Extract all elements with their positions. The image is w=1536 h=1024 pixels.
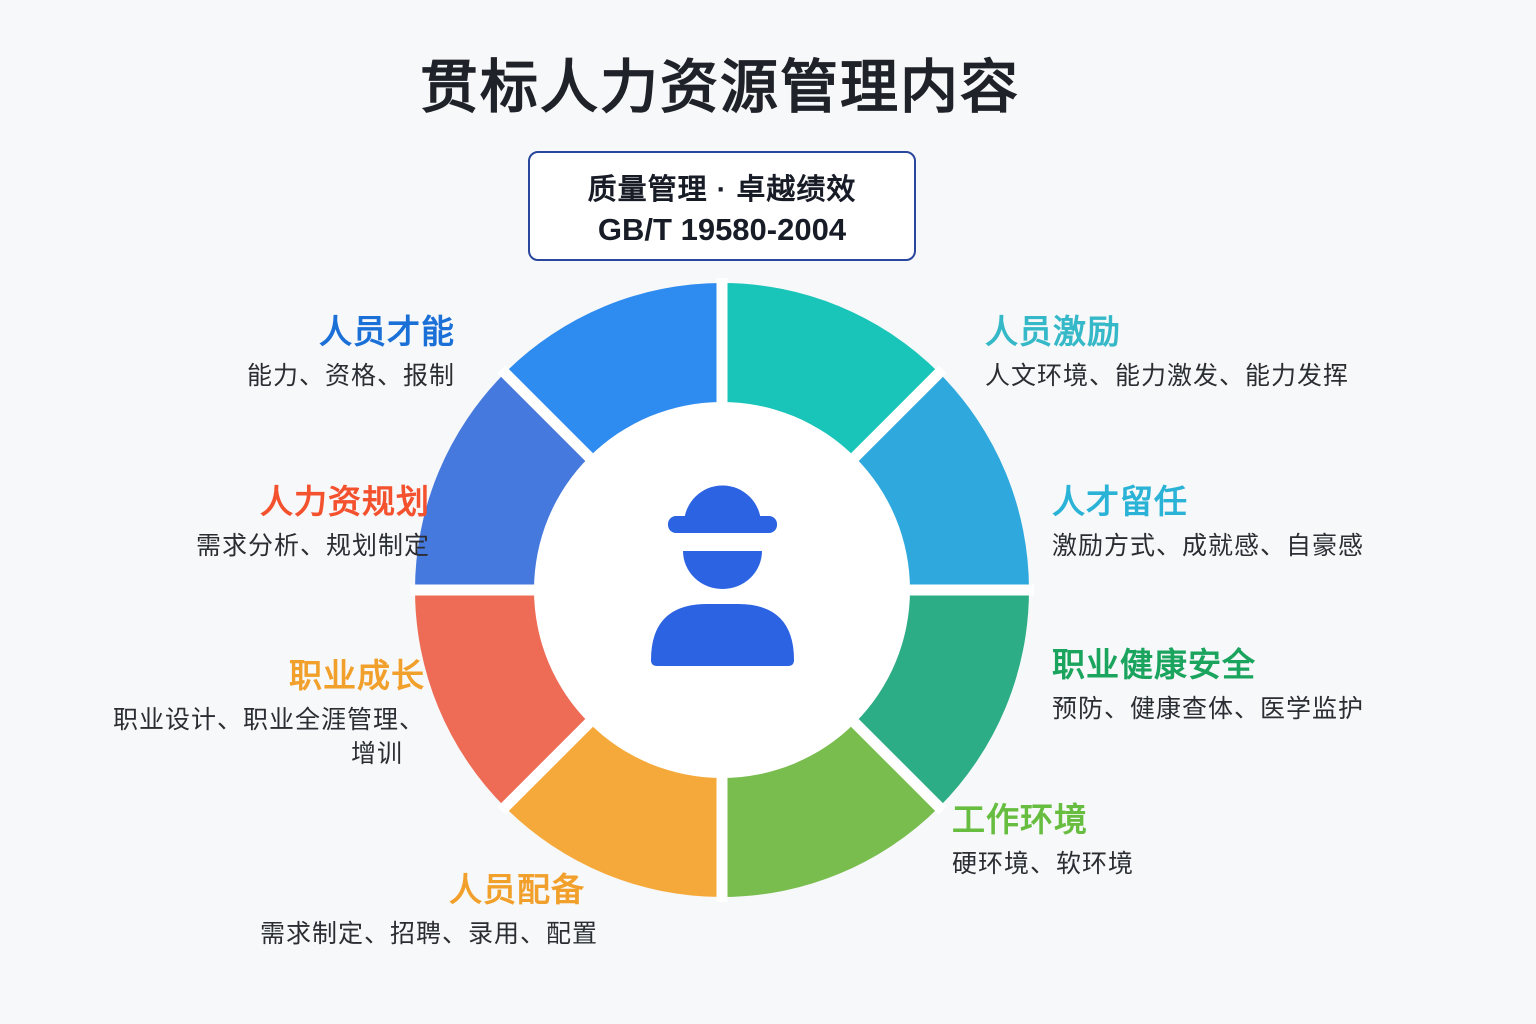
wheel-segment-talent: [504, 283, 722, 458]
wheel-segment-career-growth: [415, 590, 590, 808]
wheel-label-retention: 人才留任 激励方式、成就感、自豪感: [1052, 482, 1432, 561]
wheel-segment-health-safety: [854, 590, 1029, 808]
wheel-hole: [534, 402, 910, 778]
wheel-segment-retention: [854, 372, 1029, 590]
wheel-segment-staffing: [504, 722, 722, 897]
wheel-segment-work-environment: [722, 722, 940, 897]
label-desc: 人文环境、能力激发、能力发挥: [985, 361, 1350, 390]
label-title: 工作环境: [952, 801, 1088, 838]
label-desc: 能力、资格、报制: [246, 361, 455, 390]
label-desc: 职业设计、职业全涯管理、: [112, 705, 425, 734]
wheel-label-talent: 人员才能 能力、资格、报制: [140, 312, 455, 391]
wheel-segments: [415, 283, 1029, 897]
standard-box: 质量管理 · 卓越绩效 GB/T 19580-2004: [528, 151, 916, 261]
wheel-label-motivation: 人员激励 人文环境、能力激发、能力发挥: [985, 312, 1405, 391]
label-title: 职业健康安全: [1052, 646, 1256, 683]
label-title: 人员配备: [449, 871, 585, 908]
label-title: 人员激励: [985, 313, 1121, 350]
wheel-label-hr-planning: 人力资规划 需求分析、规划制定: [130, 482, 430, 561]
standard-code-text: GB/T 19580-2004: [597, 212, 847, 247]
wheel-label-career-growth: 职业成长 职业设计、职业全涯管理、 增训: [105, 656, 425, 769]
wheel-gap-line: [846, 365, 947, 466]
wheel-gap-line: [497, 714, 598, 815]
wheel-label-work-environment: 工作环境 硬环境、软环境: [952, 800, 1282, 879]
label-title: 人才留任: [1052, 483, 1188, 520]
wheel-label-health-safety: 职业健康安全 预防、健康查体、医学监护: [1052, 645, 1432, 724]
worker-icon: [651, 485, 794, 666]
label-desc: 需求制定、招聘、录用、配置: [260, 919, 599, 948]
wheel-gaps: [410, 278, 1034, 902]
wheel-segment-hr-planning: [415, 372, 590, 590]
label-desc: 激励方式、成就感、自豪感: [1052, 531, 1365, 560]
label-desc: 需求分析、规划制定: [195, 531, 430, 560]
wheel-label-staffing: 人员配备 需求制定、招聘、录用、配置: [260, 870, 599, 949]
label-title: 人员才能: [319, 313, 455, 350]
standard-name-text: 质量管理 · 卓越绩效: [587, 174, 857, 206]
label-title: 职业成长: [289, 657, 425, 694]
label-title: 人力资规划: [260, 483, 430, 520]
wheel-gap-line: [846, 714, 947, 815]
label-desc: 预防、健康查体、医学监护: [1052, 694, 1365, 723]
page-title: 贯标人力资源管理内容: [419, 55, 1020, 120]
label-desc-line2: 增训: [350, 739, 403, 768]
label-desc: 硬环境、软环境: [952, 849, 1135, 878]
wheel-segment-motivation: [722, 283, 940, 458]
wheel-gap-line: [497, 365, 598, 466]
